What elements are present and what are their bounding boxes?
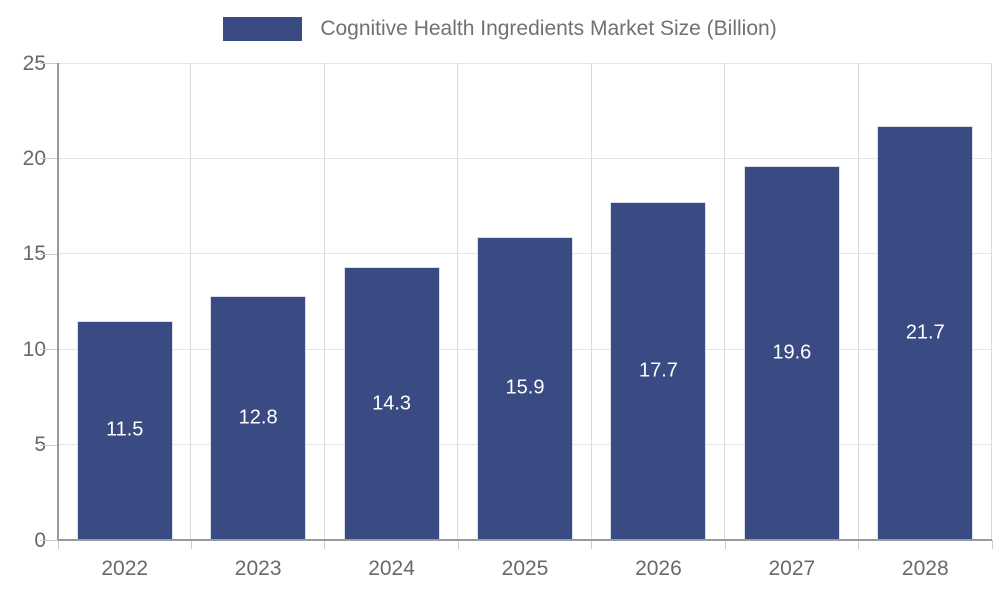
x-axis-line	[58, 539, 992, 541]
bar[interactable]: 15.9	[477, 236, 573, 540]
x-axis-tick	[724, 540, 726, 549]
legend-swatch-icon	[223, 17, 303, 41]
v-gridline	[457, 63, 459, 540]
bar-value-label: 17.7	[638, 359, 678, 382]
y-axis-tick	[40, 540, 58, 541]
bar[interactable]: 14.3	[343, 267, 440, 540]
x-axis-tick	[457, 540, 459, 549]
bar[interactable]: 17.7	[610, 202, 707, 540]
v-gridline	[991, 63, 992, 540]
x-axis-tick	[324, 540, 326, 549]
bar[interactable]: 19.6	[743, 166, 840, 540]
x-axis-tick	[190, 540, 192, 549]
y-axis-tick	[40, 158, 58, 160]
y-axis-tick	[40, 63, 58, 64]
v-gridline	[590, 63, 592, 540]
y-axis-line	[57, 63, 59, 540]
legend-label: Cognitive Health Ingredients Market Size…	[320, 17, 777, 40]
x-axis-tick	[591, 540, 593, 549]
h-gridline	[58, 157, 992, 159]
x-axis-tick	[858, 540, 860, 549]
y-axis-tick-label: 10	[22, 337, 46, 361]
x-axis-tick-label: 2022	[101, 557, 149, 580]
bar-value-label: 19.6	[772, 341, 812, 364]
v-gridline	[724, 63, 726, 540]
v-gridline	[190, 63, 192, 540]
bar-value-label: 12.8	[238, 406, 278, 429]
legend-item[interactable]: Cognitive Health Ingredients Market Size…	[0, 17, 1000, 41]
y-axis-tick	[40, 444, 58, 446]
y-axis-tick-label: 25	[22, 51, 46, 75]
bar-value-label: 21.7	[905, 321, 945, 344]
bar[interactable]: 21.7	[877, 125, 974, 540]
bar-value-label: 14.3	[372, 392, 412, 415]
bar-value-label: 11.5	[105, 418, 144, 441]
bar[interactable]: 12.8	[210, 295, 307, 540]
bar-value-label: 15.9	[505, 376, 545, 399]
x-axis-tick-label: 2028	[901, 557, 949, 580]
bar[interactable]: 11.5	[76, 320, 173, 540]
plot-area: 11.5 12.8 14.3 15.9 17.7 19.6 21.7	[58, 62, 992, 540]
y-axis-tick	[40, 349, 58, 351]
x-axis-tick	[57, 540, 59, 549]
v-gridline	[857, 63, 859, 540]
y-axis-tick-label: 20	[22, 146, 46, 170]
x-axis-tick-label: 2025	[501, 557, 549, 580]
x-axis-tick	[991, 540, 993, 549]
x-axis-tick-label: 2024	[368, 557, 415, 580]
x-axis-tick-label: 2026	[635, 557, 682, 580]
h-gridline	[58, 62, 992, 64]
v-gridline	[323, 63, 325, 540]
x-axis-tick-label: 2027	[768, 557, 816, 580]
y-axis-tick	[40, 253, 58, 255]
x-axis-tick-label: 2023	[234, 557, 282, 580]
y-axis-tick-label: 15	[22, 242, 46, 266]
